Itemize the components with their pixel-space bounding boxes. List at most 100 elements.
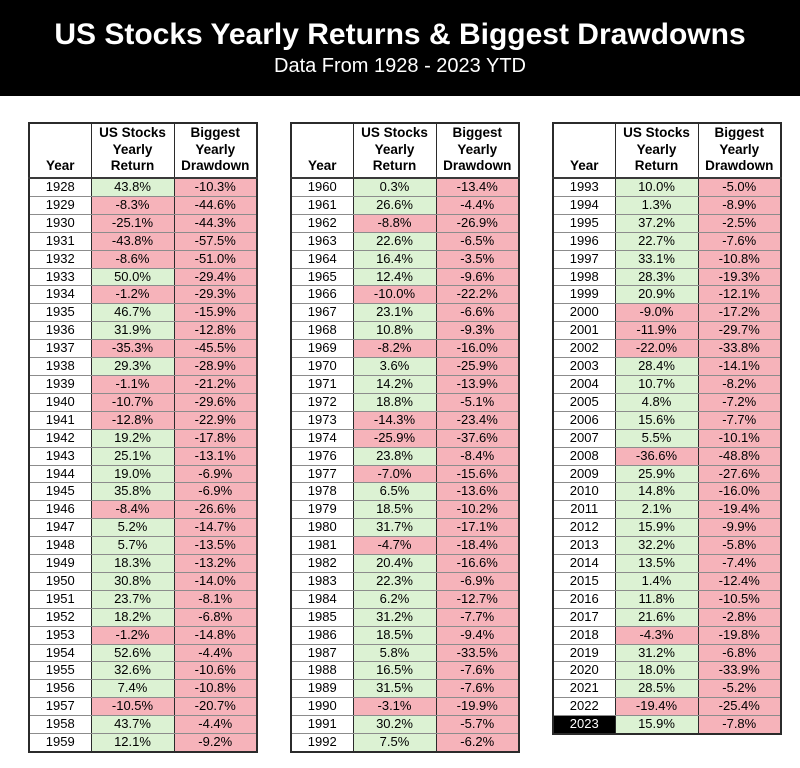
return-cell: -1.2% bbox=[90, 625, 175, 645]
year-cell: 1960 bbox=[290, 177, 354, 197]
return-cell: 5.7% bbox=[90, 536, 175, 556]
return-cell: -9.0% bbox=[614, 303, 699, 323]
year-cell: 1999 bbox=[552, 285, 616, 305]
year-cell: 1990 bbox=[290, 697, 354, 717]
year-cell: 1978 bbox=[290, 482, 354, 502]
drawdown-cell: -12.8% bbox=[173, 321, 258, 341]
return-cell: 16.4% bbox=[352, 249, 437, 269]
drawdown-cell: -9.3% bbox=[435, 321, 520, 341]
table-row: 1962 -8.8% -26.9% bbox=[290, 213, 520, 233]
year-cell: 2014 bbox=[552, 554, 616, 573]
year-cell: 1981 bbox=[290, 536, 354, 556]
table-body: 1960 0.3% -13.4% 1961 26.6% -4.4% 1962 -8.8% -26… bbox=[290, 177, 520, 753]
drawdown-cell: -10.5% bbox=[697, 589, 782, 609]
year-cell: 1948 bbox=[28, 536, 92, 556]
return-cell: 1.3% bbox=[614, 195, 699, 215]
table-row: 1929 -8.3% -44.6% bbox=[28, 195, 258, 215]
return-cell: 4.8% bbox=[614, 392, 699, 412]
drawdown-cell: -10.1% bbox=[697, 428, 782, 448]
drawdown-cell: -12.4% bbox=[697, 571, 782, 591]
table-row: 1980 31.7% -17.1% bbox=[290, 518, 520, 538]
year-cell: 1968 bbox=[290, 321, 354, 341]
return-cell: -7.0% bbox=[352, 464, 437, 484]
year-cell: 1931 bbox=[28, 231, 92, 251]
table-row: 1964 16.4% -3.5% bbox=[290, 249, 520, 269]
drawdown-cell: -37.6% bbox=[435, 428, 520, 448]
drawdown-cell: -6.8% bbox=[173, 607, 258, 627]
return-cell: 30.8% bbox=[90, 571, 175, 591]
year-cell: 1963 bbox=[290, 231, 354, 251]
table-row: 2013 32.2% -5.8% bbox=[552, 536, 782, 556]
drawdown-cell: -13.6% bbox=[435, 482, 520, 502]
drawdown-cell: -6.9% bbox=[173, 482, 258, 502]
year-cell: 1938 bbox=[28, 357, 92, 376]
year-cell: 1967 bbox=[290, 303, 354, 323]
drawdown-cell: -5.7% bbox=[435, 715, 520, 735]
drawdown-cell: -44.3% bbox=[173, 213, 258, 233]
drawdown-cell: -7.2% bbox=[697, 392, 782, 412]
year-cell: 2008 bbox=[552, 446, 616, 466]
drawdown-cell: -10.8% bbox=[697, 249, 782, 269]
year-cell: 1946 bbox=[28, 500, 92, 520]
return-cell: 18.5% bbox=[352, 625, 437, 645]
table-row: 1972 18.8% -5.1% bbox=[290, 392, 520, 412]
drawdown-cell: -7.6% bbox=[435, 679, 520, 699]
drawdown-cell: -26.9% bbox=[435, 213, 520, 233]
page-title: US Stocks Yearly Returns & Biggest Drawd… bbox=[54, 18, 746, 51]
year-cell: 2013 bbox=[552, 536, 616, 556]
drawdown-cell: -14.0% bbox=[173, 571, 258, 591]
year-cell: 1957 bbox=[28, 697, 92, 717]
return-cell: -1.1% bbox=[90, 374, 175, 394]
year-cell: 1964 bbox=[290, 249, 354, 269]
table-row: 1991 30.2% -5.7% bbox=[290, 715, 520, 735]
drawdown-cell: -6.9% bbox=[435, 571, 520, 591]
table-row: 1943 25.1% -13.1% bbox=[28, 446, 258, 466]
drawdown-cell: -19.3% bbox=[697, 267, 782, 287]
year-cell: 1944 bbox=[28, 464, 92, 484]
drawdown-cell: -5.8% bbox=[697, 536, 782, 556]
year-cell: 2011 bbox=[552, 500, 616, 520]
drawdown-cell: -6.6% bbox=[435, 303, 520, 323]
year-cell: 1987 bbox=[290, 643, 354, 663]
drawdown-cell: -48.8% bbox=[697, 446, 782, 466]
return-cell: -8.6% bbox=[90, 249, 175, 269]
drawdown-cell: -9.2% bbox=[173, 733, 258, 753]
return-cell: -8.4% bbox=[90, 500, 175, 520]
table-row: 1958 43.7% -4.4% bbox=[28, 715, 258, 735]
year-cell: 1988 bbox=[290, 661, 354, 681]
table-header: Year US Stocks Yearly Return Biggest Yea… bbox=[552, 122, 782, 179]
drawdown-cell: -13.4% bbox=[435, 177, 520, 197]
return-cell: 14.2% bbox=[352, 374, 437, 394]
year-cell: 2002 bbox=[552, 339, 616, 359]
year-cell: 1959 bbox=[28, 733, 92, 753]
return-cell: 5.5% bbox=[614, 428, 699, 448]
return-cell: 22.7% bbox=[614, 231, 699, 251]
table-row: 1995 37.2% -2.5% bbox=[552, 213, 782, 233]
year-cell: 2019 bbox=[552, 643, 616, 663]
drawdown-cell: -6.8% bbox=[697, 643, 782, 663]
table-row: 2015 1.4% -12.4% bbox=[552, 571, 782, 591]
return-cell: 37.2% bbox=[614, 213, 699, 233]
return-cell: 12.1% bbox=[90, 733, 175, 753]
return-cell: 23.1% bbox=[352, 303, 437, 323]
year-cell: 1958 bbox=[28, 715, 92, 735]
page-subtitle: Data From 1928 - 2023 YTD bbox=[274, 55, 526, 77]
column-header-year: Year bbox=[28, 122, 92, 179]
year-cell: 2023 bbox=[552, 715, 616, 735]
table-row: 2007 5.5% -10.1% bbox=[552, 428, 782, 448]
return-cell: 3.6% bbox=[352, 357, 437, 376]
year-cell: 1969 bbox=[290, 339, 354, 359]
table-row: 1947 5.2% -14.7% bbox=[28, 518, 258, 538]
return-cell: 10.7% bbox=[614, 374, 699, 394]
drawdown-cell: -7.4% bbox=[697, 554, 782, 573]
year-cell: 1930 bbox=[28, 213, 92, 233]
drawdown-cell: -8.9% bbox=[697, 195, 782, 215]
return-cell: -14.3% bbox=[352, 410, 437, 430]
year-cell: 1976 bbox=[290, 446, 354, 466]
table-row: 2022 -19.4% -25.4% bbox=[552, 697, 782, 717]
table-row: 1931 -43.8% -57.5% bbox=[28, 231, 258, 251]
return-cell: 7.5% bbox=[352, 733, 437, 753]
drawdown-cell: -17.1% bbox=[435, 518, 520, 538]
drawdown-cell: -25.9% bbox=[435, 357, 520, 376]
table-row: 1979 18.5% -10.2% bbox=[290, 500, 520, 520]
